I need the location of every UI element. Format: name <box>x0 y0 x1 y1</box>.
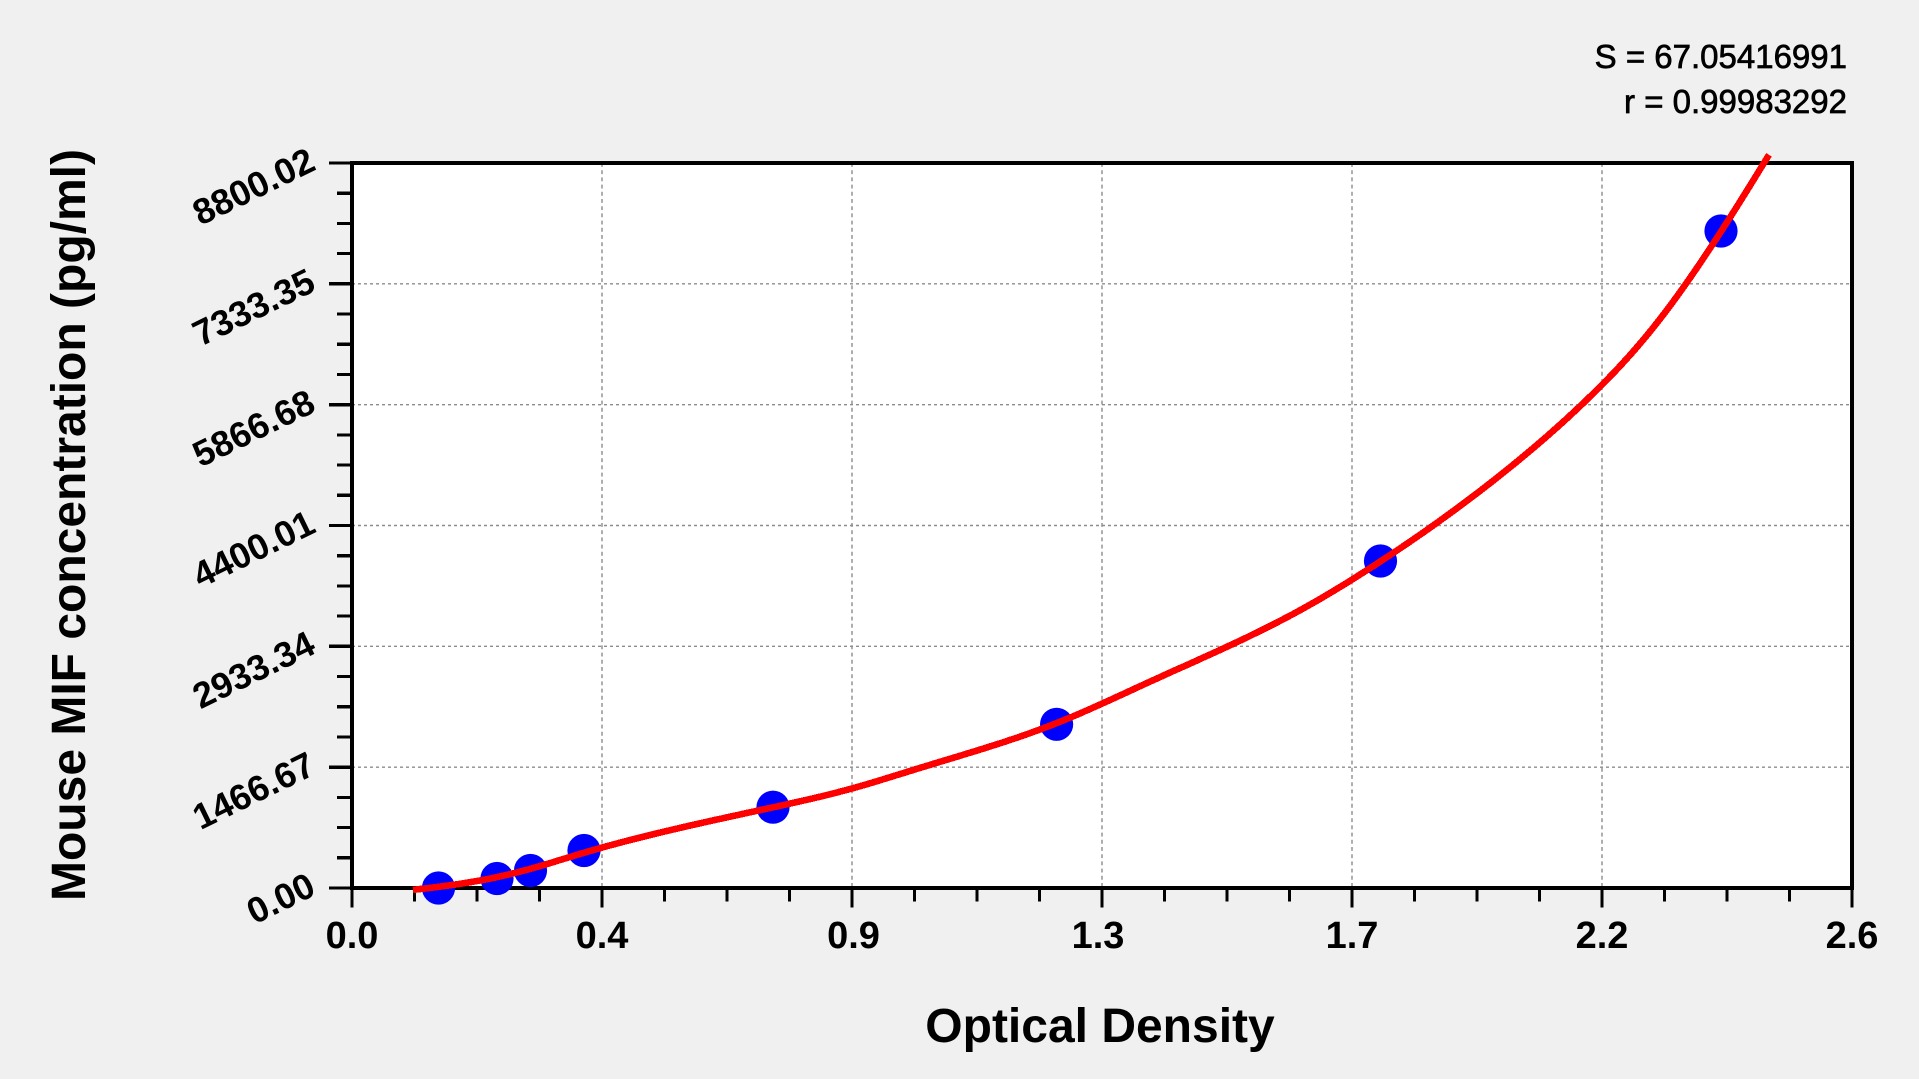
svg-text:0.0: 0.0 <box>326 915 379 957</box>
svg-text:1.3: 1.3 <box>1072 915 1125 957</box>
svg-text:1.7: 1.7 <box>1326 915 1379 957</box>
svg-text:Optical Density: Optical Density <box>925 1000 1275 1053</box>
svg-text:r = 0.99983292: r = 0.99983292 <box>1624 83 1847 120</box>
svg-text:2.6: 2.6 <box>1826 915 1879 957</box>
svg-text:2.2: 2.2 <box>1576 915 1629 957</box>
svg-text:0.9: 0.9 <box>827 915 880 957</box>
svg-text:Mouse MIF concentration (pg/ml: Mouse MIF concentration (pg/ml) <box>43 149 96 901</box>
svg-text:S = 67.05416991: S = 67.05416991 <box>1595 38 1847 75</box>
svg-text:0.4: 0.4 <box>576 915 629 957</box>
